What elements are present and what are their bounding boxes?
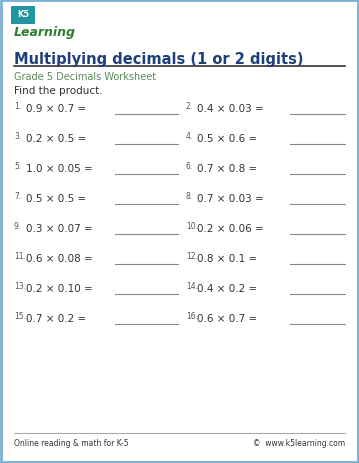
Text: Online reading & math for K-5: Online reading & math for K-5	[14, 438, 129, 447]
Text: 15.: 15.	[14, 311, 26, 320]
Text: 0.4 × 0.03 =: 0.4 × 0.03 =	[197, 104, 264, 114]
Text: ©  www.k5learning.com: © www.k5learning.com	[253, 438, 345, 447]
Text: 12.: 12.	[186, 251, 198, 260]
Text: 0.2 × 0.5 =: 0.2 × 0.5 =	[26, 134, 86, 144]
Text: Find the product.: Find the product.	[14, 86, 103, 96]
Text: 0.8 × 0.1 =: 0.8 × 0.1 =	[197, 253, 257, 263]
Text: 3.: 3.	[14, 131, 21, 141]
Text: 6.: 6.	[186, 162, 193, 171]
Text: 1.0 × 0.05 =: 1.0 × 0.05 =	[26, 163, 93, 174]
Text: 0.7 × 0.8 =: 0.7 × 0.8 =	[197, 163, 257, 174]
Text: 7.: 7.	[14, 192, 21, 200]
Text: 0.2 × 0.06 =: 0.2 × 0.06 =	[197, 224, 264, 233]
Text: 0.5 × 0.6 =: 0.5 × 0.6 =	[197, 134, 257, 144]
Text: 16.: 16.	[186, 311, 198, 320]
FancyBboxPatch shape	[11, 7, 35, 25]
Text: 9.: 9.	[14, 221, 21, 231]
Text: 4.: 4.	[186, 131, 193, 141]
Text: 11.: 11.	[14, 251, 26, 260]
Text: Multiplying decimals (1 or 2 digits): Multiplying decimals (1 or 2 digits)	[14, 52, 303, 67]
Text: 10.: 10.	[186, 221, 198, 231]
Text: Learning: Learning	[14, 26, 76, 39]
Text: 0.2 × 0.10 =: 0.2 × 0.10 =	[26, 283, 93, 294]
Text: 0.6 × 0.08 =: 0.6 × 0.08 =	[26, 253, 93, 263]
Text: 0.5 × 0.5 =: 0.5 × 0.5 =	[26, 194, 86, 204]
Text: 13.: 13.	[14, 282, 26, 290]
Text: 0.3 × 0.07 =: 0.3 × 0.07 =	[26, 224, 93, 233]
Text: 0.7 × 0.2 =: 0.7 × 0.2 =	[26, 313, 86, 323]
Text: K5: K5	[17, 10, 29, 19]
Text: 5.: 5.	[14, 162, 21, 171]
Text: 0.4 × 0.2 =: 0.4 × 0.2 =	[197, 283, 257, 294]
Text: 8.: 8.	[186, 192, 193, 200]
Text: 0.9 × 0.7 =: 0.9 × 0.7 =	[26, 104, 86, 114]
Text: 14.: 14.	[186, 282, 198, 290]
Text: 0.7 × 0.03 =: 0.7 × 0.03 =	[197, 194, 264, 204]
Text: 1.: 1.	[14, 102, 21, 111]
Text: 0.6 × 0.7 =: 0.6 × 0.7 =	[197, 313, 257, 323]
Text: 2.: 2.	[186, 102, 193, 111]
Text: Grade 5 Decimals Worksheet: Grade 5 Decimals Worksheet	[14, 72, 156, 82]
